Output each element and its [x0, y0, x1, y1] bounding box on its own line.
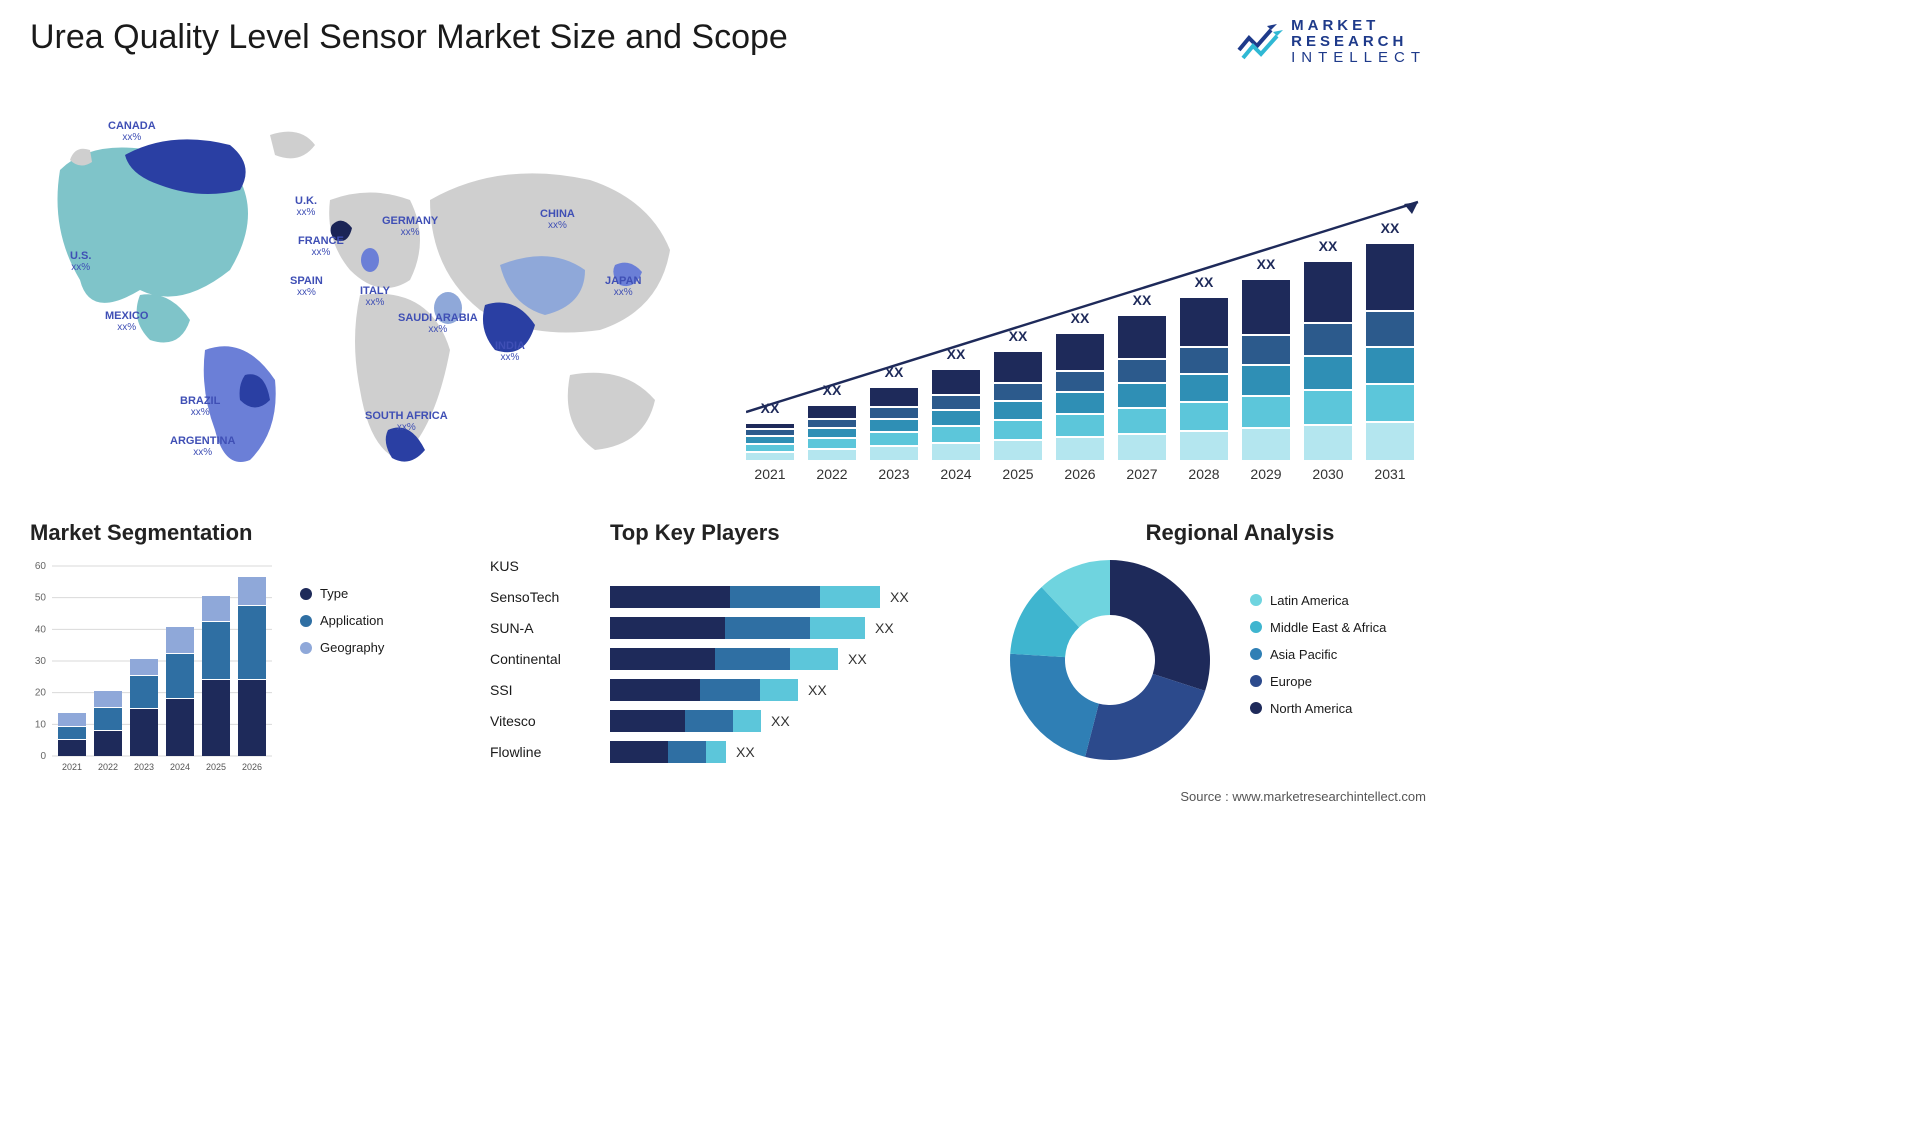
logo-line-3: INTELLECT — [1291, 50, 1426, 66]
map-label: U.K.xx% — [295, 195, 317, 218]
regional-section: Regional Analysis Latin America Middle Ea… — [1000, 520, 1440, 770]
regional-legend: Latin America Middle East & Africa Asia Pa… — [1250, 593, 1386, 728]
segmentation-chart: 0 10 20 30 40 50 60 2021 2022 2023 2024 2025 2026 — [30, 556, 280, 776]
map-label: SAUDI ARABIAxx% — [398, 312, 478, 335]
logo-line-2: RESEARCH — [1291, 34, 1426, 50]
source-attribution: Source : www.marketresearchintellect.com — [1180, 789, 1426, 804]
legend-item: Asia Pacific — [1250, 647, 1386, 662]
legend-item: Latin America — [1250, 593, 1386, 608]
svg-text:40: 40 — [35, 624, 47, 635]
page-title: Urea Quality Level Sensor Market Size an… — [30, 18, 788, 57]
svg-text:50: 50 — [35, 593, 47, 604]
map-label: U.S.xx% — [70, 250, 91, 273]
legend-item: Application — [300, 613, 384, 628]
player-row: ContinentalXX — [490, 647, 960, 671]
segmentation-bar: 2024 — [166, 626, 194, 756]
legend-item: Europe — [1250, 674, 1386, 689]
growth-bar: XX2026 — [1056, 332, 1104, 460]
map-label: ARGENTINAxx% — [170, 435, 235, 458]
svg-text:10: 10 — [35, 719, 47, 730]
svg-text:60: 60 — [35, 561, 47, 572]
map-label: SOUTH AFRICAxx% — [365, 410, 448, 433]
segmentation-section: Market Segmentation 0 10 20 30 40 50 60 2021 20… — [30, 520, 460, 776]
players-section: Top Key Players KUS SensoTechXX SUN-AXX Con… — [490, 520, 960, 771]
growth-bar: XX2022 — [808, 404, 856, 460]
brand-logo: MARKET RESEARCH INTELLECT — [1237, 18, 1426, 65]
growth-bar: XX2028 — [1180, 296, 1228, 460]
growth-bar: XX2029 — [1242, 278, 1290, 460]
segmentation-bar: 2023 — [130, 658, 158, 756]
player-row: KUS — [490, 554, 960, 578]
growth-bar: XX2021 — [746, 422, 794, 460]
world-map: CANADAxx% U.S.xx% MEXICOxx% BRAZILxx% ARGENT… — [30, 90, 710, 490]
segmentation-title: Market Segmentation — [30, 520, 460, 546]
map-label: ITALYxx% — [360, 285, 390, 308]
map-label: SPAINxx% — [290, 275, 323, 298]
legend-item: Geography — [300, 640, 384, 655]
growth-bar-chart: XX2021 XX2022 XX2023 XX2024 XX2025 XX2026 XX20… — [746, 110, 1426, 480]
segmentation-bar: 2025 — [202, 595, 230, 756]
legend-item: Type — [300, 586, 384, 601]
player-row: VitescoXX — [490, 709, 960, 733]
logo-line-1: MARKET — [1291, 18, 1426, 34]
segmentation-bar: 2026 — [238, 576, 266, 756]
growth-bar: XX2027 — [1118, 314, 1166, 460]
segmentation-bar: 2021 — [58, 712, 86, 756]
growth-bar: XX2031 — [1366, 242, 1414, 460]
map-label: BRAZILxx% — [180, 395, 220, 418]
svg-text:0: 0 — [40, 751, 46, 762]
growth-bar: XX2023 — [870, 386, 918, 460]
player-row: FlowlineXX — [490, 740, 960, 764]
map-label: INDIAxx% — [495, 340, 525, 363]
growth-bar: XX2024 — [932, 368, 980, 460]
segmentation-bar: 2022 — [94, 690, 122, 756]
segmentation-legend: Type Application Geography — [300, 586, 384, 776]
svg-text:30: 30 — [35, 656, 47, 667]
regional-title: Regional Analysis — [1040, 520, 1440, 546]
growth-bar: XX2030 — [1304, 260, 1352, 460]
map-label: FRANCExx% — [298, 235, 344, 258]
map-label: GERMANYxx% — [382, 215, 438, 238]
map-label: JAPANxx% — [605, 275, 641, 298]
map-label: CANADAxx% — [108, 120, 156, 143]
map-label: CHINAxx% — [540, 208, 575, 231]
map-label: MEXICOxx% — [105, 310, 148, 333]
player-row: SSIXX — [490, 678, 960, 702]
growth-bar: XX2025 — [994, 350, 1042, 460]
legend-item: Middle East & Africa — [1250, 620, 1386, 635]
legend-item: North America — [1250, 701, 1386, 716]
regional-donut — [1000, 550, 1220, 770]
player-row: SensoTechXX — [490, 585, 960, 609]
svg-text:20: 20 — [35, 688, 47, 699]
players-title: Top Key Players — [610, 520, 960, 546]
player-row: SUN-AXX — [490, 616, 960, 640]
